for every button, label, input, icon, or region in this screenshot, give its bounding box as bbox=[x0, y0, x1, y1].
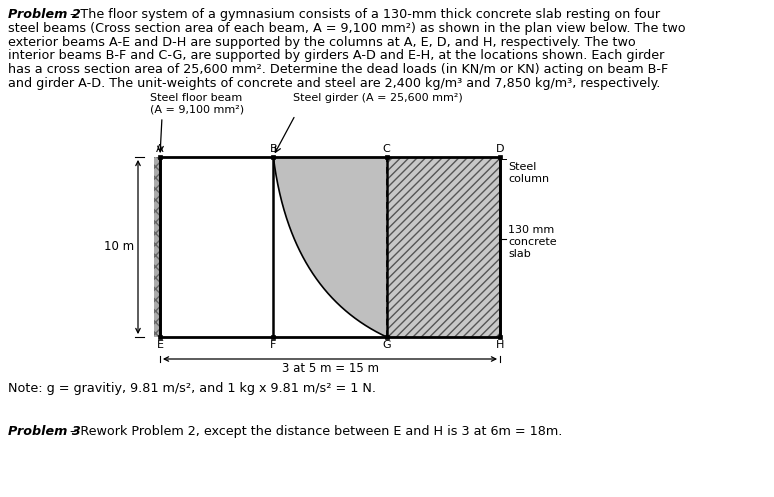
Text: D: D bbox=[496, 144, 504, 154]
Text: B: B bbox=[269, 144, 277, 154]
Text: – The floor system of a gymnasium consists of a 130-mm thick concrete slab resti: – The floor system of a gymnasium consis… bbox=[66, 8, 660, 21]
Text: E: E bbox=[156, 340, 163, 350]
Text: 10 m: 10 m bbox=[104, 241, 134, 253]
Text: interior beams B-F and C-G, are supported by girders A-D and E-H, at the locatio: interior beams B-F and C-G, are supporte… bbox=[8, 49, 664, 63]
Text: exterior beams A-E and D-H are supported by the columns at A, E, D, and H, respe: exterior beams A-E and D-H are supported… bbox=[8, 36, 635, 49]
Text: 3 at 5 m = 15 m: 3 at 5 m = 15 m bbox=[282, 362, 378, 375]
Bar bbox=[387, 157, 500, 337]
Text: H: H bbox=[496, 340, 504, 350]
Bar bbox=[158, 335, 162, 339]
Text: 130 mm
concrete
slab: 130 mm concrete slab bbox=[508, 225, 557, 259]
Text: Steel girder (A = 25,600 mm²): Steel girder (A = 25,600 mm²) bbox=[293, 93, 463, 103]
Bar bbox=[385, 155, 389, 159]
Bar bbox=[272, 155, 276, 159]
Bar bbox=[272, 335, 276, 339]
Text: – Rework Problem 2, except the distance between E and H is 3 at 6m = 18m.: – Rework Problem 2, except the distance … bbox=[66, 425, 563, 438]
Bar bbox=[498, 155, 502, 159]
Bar bbox=[154, 157, 160, 337]
Polygon shape bbox=[273, 157, 387, 337]
Text: Note: g = gravitiy, 9.81 m/s², and 1 kg x 9.81 m/s² = 1 N.: Note: g = gravitiy, 9.81 m/s², and 1 kg … bbox=[8, 382, 376, 395]
Bar bbox=[158, 155, 162, 159]
Bar bbox=[385, 335, 389, 339]
Text: (A = 9,100 mm²): (A = 9,100 mm²) bbox=[150, 105, 244, 115]
Text: and girder A-D. The unit-weights of concrete and steel are 2,400 kg/m³ and 7,850: and girder A-D. The unit-weights of conc… bbox=[8, 77, 660, 90]
Text: Problem 2: Problem 2 bbox=[8, 8, 80, 21]
Text: has a cross section area of 25,600 mm². Determine the dead loads (in KN/m or KN): has a cross section area of 25,600 mm². … bbox=[8, 63, 668, 76]
Text: Problem 3: Problem 3 bbox=[8, 425, 80, 438]
Text: F: F bbox=[270, 340, 276, 350]
Text: C: C bbox=[383, 144, 391, 154]
Text: Steel
column: Steel column bbox=[508, 162, 549, 184]
Text: A: A bbox=[156, 144, 164, 154]
Bar bbox=[498, 335, 502, 339]
Bar bbox=[160, 157, 500, 337]
Text: steel beams (Cross section area of each beam, A = 9,100 mm²) as shown in the pla: steel beams (Cross section area of each … bbox=[8, 22, 686, 35]
Text: G: G bbox=[382, 340, 391, 350]
Text: Steel floor beam: Steel floor beam bbox=[150, 93, 242, 103]
